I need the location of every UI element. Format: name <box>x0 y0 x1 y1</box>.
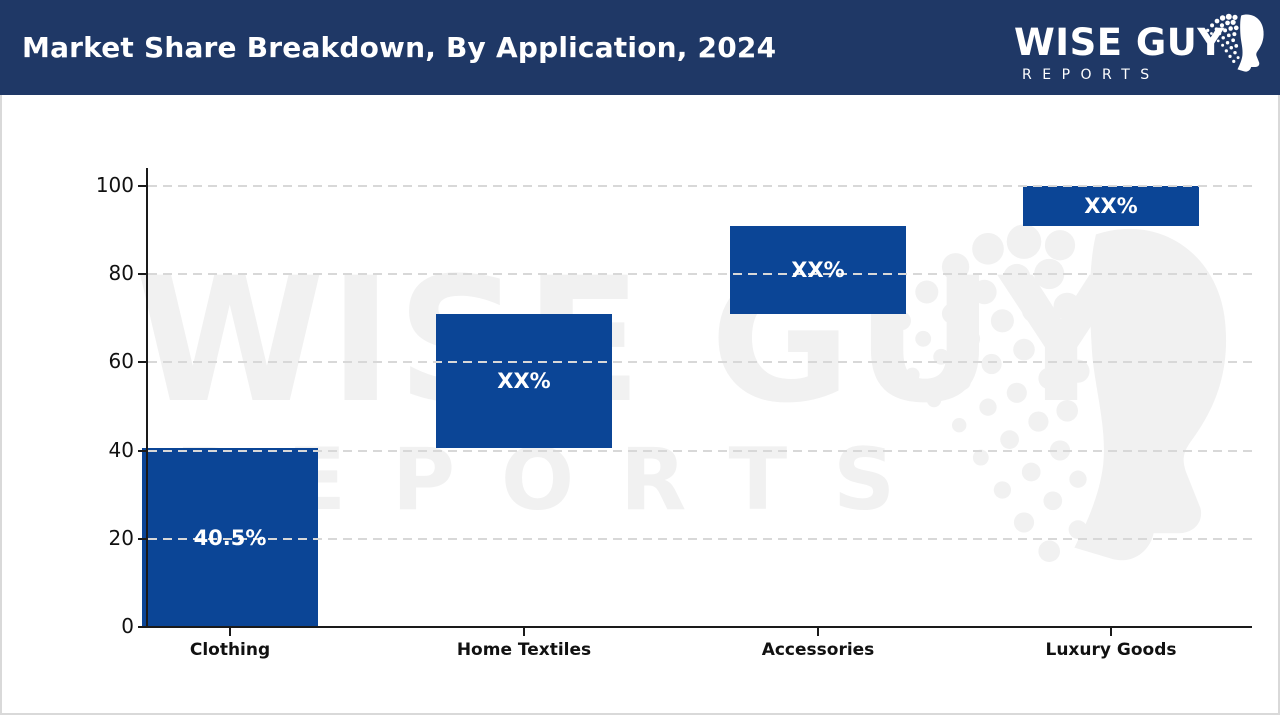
logo-text-line1: WISE GUY <box>1014 21 1225 64</box>
y-tick <box>138 273 148 276</box>
x-tick <box>523 627 525 636</box>
bar <box>436 313 612 449</box>
y-axis-tick-label: 80 <box>108 261 134 286</box>
x-tick <box>817 627 819 636</box>
y-axis-tick-label: 40 <box>108 437 134 462</box>
y-tick <box>138 185 148 187</box>
wise-guy-reports-logo: WISE GUY REPORTS <box>1014 13 1264 83</box>
x-axis-line <box>146 626 1252 628</box>
y-axis-tick-label: 100 <box>95 173 134 197</box>
x-axis-category-label: Accessories <box>761 640 875 660</box>
y-tick <box>138 626 148 628</box>
bar <box>1023 186 1199 226</box>
y-tick <box>138 537 148 540</box>
y-axis-tick-label: 20 <box>108 525 134 550</box>
x-tick <box>229 627 231 636</box>
x-axis-category-label: Luxury Goods <box>1045 640 1177 660</box>
gridline <box>148 273 1252 276</box>
y-axis-tick-label: 0 <box>121 614 134 638</box>
bar <box>142 448 318 627</box>
x-axis-category-label: Clothing <box>189 640 271 660</box>
x-tick <box>1110 627 1112 636</box>
bar-value-label: XX% <box>497 369 551 394</box>
gridline <box>148 449 1252 452</box>
bar-value-label: 40.5% <box>193 525 267 550</box>
y-tick <box>138 449 148 452</box>
logo-text-line2: REPORTS <box>1022 67 1160 83</box>
chart-title: Market Share Breakdown, By Application, … <box>22 31 777 64</box>
bar-value-label: XX% <box>1084 193 1138 218</box>
gridline <box>148 185 1252 187</box>
y-axis-tick-label: 60 <box>108 349 134 374</box>
x-axis-category-label: Home Textiles <box>456 640 592 660</box>
gridline <box>148 537 1252 540</box>
bar <box>730 225 906 314</box>
y-tick <box>138 361 148 364</box>
y-axis-line <box>146 168 148 628</box>
logo-head-icon <box>1206 13 1264 72</box>
bar-value-label: XX% <box>791 257 845 282</box>
header-bar: Market Share Breakdown, By Application, … <box>0 0 1280 95</box>
gridline <box>148 361 1252 364</box>
